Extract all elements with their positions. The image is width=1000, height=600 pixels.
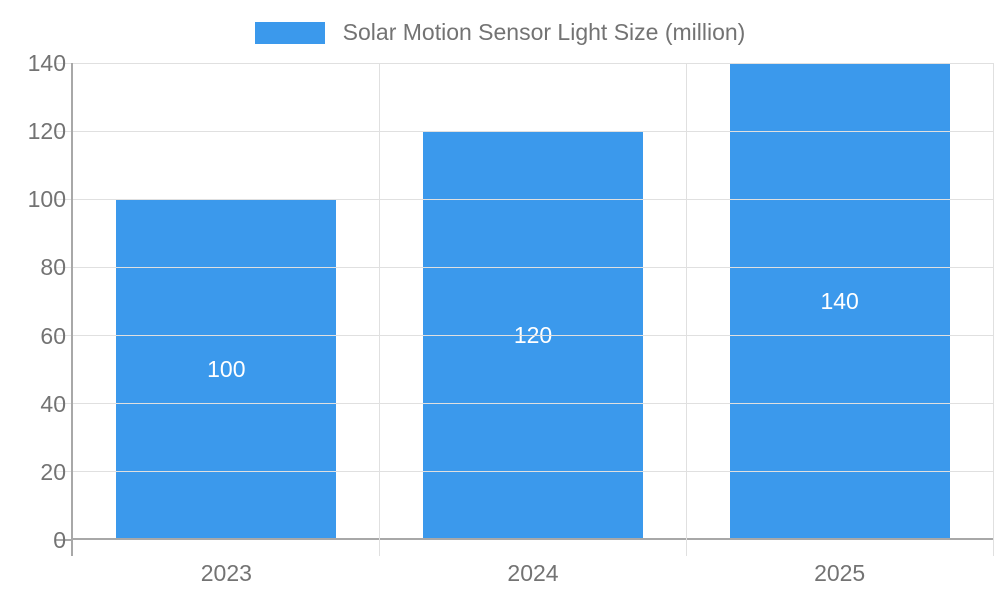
y-axis-label: 140 (27, 50, 66, 76)
y-axis-label: 0 (53, 527, 66, 553)
y-axis-label: 120 (27, 118, 66, 145)
y-axis-label: 20 (40, 458, 66, 485)
legend-label: Solar Motion Sensor Light Size (million) (342, 19, 746, 45)
y-gridline (73, 471, 993, 473)
v-gridline (379, 63, 381, 540)
y-gridline (73, 403, 993, 405)
x-axis-label: 2025 (814, 560, 866, 586)
y-gridline (73, 198, 993, 200)
bar-value-label: 140 (820, 288, 859, 314)
y-axis-label: 60 (40, 322, 66, 349)
y-axis-tick (55, 130, 71, 132)
bar-value-label: 100 (207, 356, 246, 383)
y-axis-tick (55, 62, 71, 64)
x-axis-line (73, 538, 993, 540)
y-axis-label: 80 (40, 254, 66, 281)
y-axis-tick (55, 471, 71, 473)
x-axis-tick (685, 540, 687, 556)
y-axis-line (71, 63, 73, 556)
x-axis-label: 2023 (200, 560, 252, 586)
y-gridline (73, 335, 993, 337)
y-gridline (73, 266, 993, 268)
y-gridline (73, 130, 993, 132)
y-axis-label: 100 (27, 186, 66, 213)
y-axis-tick (55, 539, 71, 541)
x-axis-tick (379, 540, 381, 556)
y-axis-tick (55, 266, 71, 268)
y-axis-tick (55, 198, 71, 200)
x-axis-tick (992, 540, 994, 556)
y-axis-label: 40 (40, 390, 66, 417)
v-gridline (992, 63, 994, 540)
plot-area: 100 120 140 (73, 63, 993, 540)
bar-2023[interactable]: 100 (116, 199, 337, 540)
y-gridline (73, 62, 993, 64)
v-gridline (685, 63, 687, 540)
legend-swatch (254, 21, 325, 44)
bar-2025[interactable]: 140 (729, 63, 950, 540)
chart-legend[interactable]: Solar Motion Sensor Light Size (million) (0, 19, 1000, 46)
y-axis-tick (55, 335, 71, 337)
x-axis-label: 2024 (507, 560, 559, 586)
y-axis-tick (55, 403, 71, 405)
